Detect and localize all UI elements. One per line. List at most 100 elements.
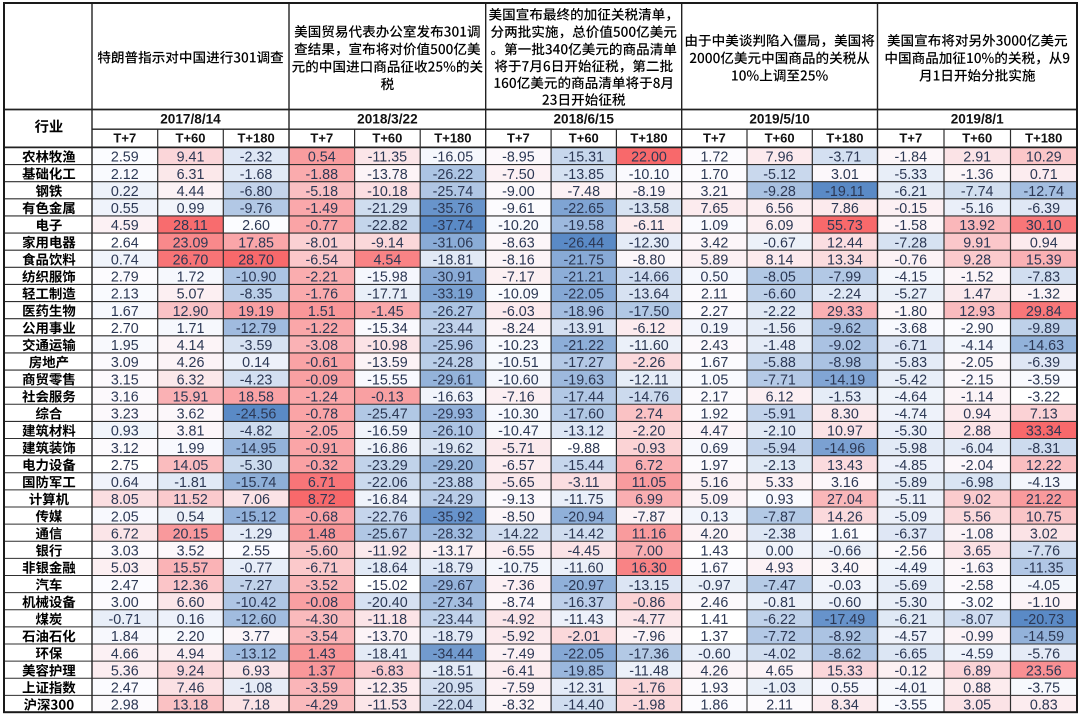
svg-text:0.83: 0.83 bbox=[1030, 698, 1058, 714]
svg-text:-9.14: -9.14 bbox=[371, 235, 404, 251]
svg-text:-15.31: -15.31 bbox=[564, 150, 605, 166]
svg-text:-8.50: -8.50 bbox=[502, 509, 535, 525]
svg-text:-8.98: -8.98 bbox=[829, 355, 862, 371]
svg-text:T+180: T+180 bbox=[826, 130, 863, 145]
svg-text:T+180: T+180 bbox=[1025, 130, 1062, 145]
svg-text:-0.76: -0.76 bbox=[895, 252, 928, 268]
svg-text:-1.76: -1.76 bbox=[633, 681, 666, 697]
svg-text:4.65: 4.65 bbox=[766, 663, 794, 679]
svg-text:2.46: 2.46 bbox=[700, 595, 728, 611]
svg-text:-18.81: -18.81 bbox=[433, 252, 474, 268]
svg-text:1.67: 1.67 bbox=[700, 355, 728, 371]
svg-text:2.11: 2.11 bbox=[766, 698, 793, 714]
svg-text:T+60: T+60 bbox=[569, 130, 599, 145]
svg-text:-4.77: -4.77 bbox=[633, 612, 666, 628]
svg-text:9.24: 9.24 bbox=[177, 663, 205, 679]
svg-text:-13.64: -13.64 bbox=[629, 287, 670, 303]
svg-text:7.13: 7.13 bbox=[1030, 407, 1058, 423]
svg-text:-1.81: -1.81 bbox=[174, 475, 207, 491]
svg-text:15.91: 15.91 bbox=[173, 389, 209, 405]
svg-text:-17.36: -17.36 bbox=[629, 646, 670, 662]
svg-text:-19.63: -19.63 bbox=[564, 372, 605, 388]
svg-text:3.21: 3.21 bbox=[700, 184, 728, 200]
svg-text:12.36: 12.36 bbox=[173, 578, 209, 594]
svg-text:-11.35: -11.35 bbox=[368, 150, 408, 166]
svg-text:9.28: 9.28 bbox=[963, 252, 991, 268]
svg-text:-0.71: -0.71 bbox=[109, 612, 142, 628]
svg-text:-9.02: -9.02 bbox=[829, 338, 862, 354]
svg-text:-2.01: -2.01 bbox=[568, 629, 601, 645]
svg-text:-18.79: -18.79 bbox=[433, 561, 474, 577]
svg-text:0.00: 0.00 bbox=[766, 544, 794, 560]
svg-text:-12.11: -12.11 bbox=[629, 372, 669, 388]
svg-text:-9.88: -9.88 bbox=[568, 441, 601, 457]
svg-text:2.70: 2.70 bbox=[111, 321, 139, 337]
svg-text:0.54: 0.54 bbox=[308, 150, 336, 166]
svg-text:2.60: 2.60 bbox=[242, 218, 270, 234]
svg-text:T+180: T+180 bbox=[434, 130, 471, 145]
svg-text:-6.37: -6.37 bbox=[895, 526, 928, 542]
svg-text:2.74: 2.74 bbox=[635, 407, 663, 423]
svg-text:-6.03: -6.03 bbox=[502, 304, 535, 320]
svg-text:-3.59: -3.59 bbox=[306, 681, 339, 697]
svg-text:1.93: 1.93 bbox=[700, 681, 728, 697]
svg-text:-11.92: -11.92 bbox=[368, 544, 408, 560]
svg-text:-3.55: -3.55 bbox=[895, 698, 928, 714]
svg-text:-22.05: -22.05 bbox=[564, 287, 605, 303]
svg-text:-6.22: -6.22 bbox=[763, 612, 796, 628]
svg-text:-15.74: -15.74 bbox=[236, 475, 277, 491]
svg-text:18.58: 18.58 bbox=[238, 389, 274, 405]
svg-text:2.98: 2.98 bbox=[111, 698, 139, 714]
svg-text:4.26: 4.26 bbox=[177, 355, 205, 371]
svg-text:-7.72: -7.72 bbox=[763, 629, 796, 645]
svg-text:-3.52: -3.52 bbox=[306, 578, 339, 594]
svg-text:-8.62: -8.62 bbox=[829, 646, 862, 662]
svg-text:3.03: 3.03 bbox=[111, 544, 139, 560]
svg-text:-0.77: -0.77 bbox=[306, 218, 339, 234]
svg-text:-6.21: -6.21 bbox=[895, 612, 928, 628]
svg-text:0.94: 0.94 bbox=[963, 407, 991, 423]
svg-text:-26.44: -26.44 bbox=[564, 235, 605, 251]
svg-text:-1.32: -1.32 bbox=[1028, 287, 1061, 303]
svg-text:-1.49: -1.49 bbox=[306, 201, 339, 217]
svg-text:-11.60: -11.60 bbox=[629, 338, 669, 354]
svg-text:13.18: 13.18 bbox=[173, 698, 209, 714]
svg-text:2.47: 2.47 bbox=[111, 578, 139, 594]
svg-text:-5.27: -5.27 bbox=[895, 287, 928, 303]
svg-text:-8.19: -8.19 bbox=[633, 184, 666, 200]
svg-text:-8.63: -8.63 bbox=[502, 235, 535, 251]
svg-text:-13.58: -13.58 bbox=[629, 201, 670, 217]
svg-text:-3.68: -3.68 bbox=[895, 321, 928, 337]
svg-text:23.09: 23.09 bbox=[173, 235, 209, 251]
svg-text:30.10: 30.10 bbox=[1026, 218, 1062, 234]
svg-text:12.22: 12.22 bbox=[1026, 458, 1062, 474]
svg-text:-0.08: -0.08 bbox=[306, 595, 339, 611]
svg-text:5.89: 5.89 bbox=[700, 252, 728, 268]
svg-text:-2.26: -2.26 bbox=[633, 355, 666, 371]
svg-text:-7.87: -7.87 bbox=[633, 509, 666, 525]
svg-text:0.94: 0.94 bbox=[1030, 235, 1058, 251]
svg-text:-23.44: -23.44 bbox=[433, 612, 474, 628]
svg-text:2019/5/10: 2019/5/10 bbox=[749, 112, 809, 127]
svg-text:3.15: 3.15 bbox=[111, 372, 139, 388]
svg-text:-2.56: -2.56 bbox=[895, 544, 928, 560]
svg-text:6.56: 6.56 bbox=[766, 201, 794, 217]
svg-text:-3.22: -3.22 bbox=[1028, 389, 1061, 405]
svg-text:-13.17: -13.17 bbox=[433, 544, 474, 560]
svg-text:-5.30: -5.30 bbox=[895, 595, 928, 611]
svg-text:-2.24: -2.24 bbox=[829, 287, 862, 303]
svg-text:-10.18: -10.18 bbox=[367, 184, 408, 200]
svg-text:-18.41: -18.41 bbox=[367, 646, 408, 662]
svg-text:-4.45: -4.45 bbox=[568, 544, 601, 560]
svg-text:2.17: 2.17 bbox=[700, 389, 728, 405]
svg-text:1.43: 1.43 bbox=[308, 646, 336, 662]
svg-text:8.05: 8.05 bbox=[111, 492, 139, 508]
svg-text:4.59: 4.59 bbox=[111, 218, 139, 234]
svg-text:-0.77: -0.77 bbox=[240, 561, 273, 577]
svg-text:-10.42: -10.42 bbox=[236, 595, 277, 611]
svg-text:9.41: 9.41 bbox=[177, 150, 205, 166]
svg-text:-35.76: -35.76 bbox=[433, 201, 474, 217]
svg-text:-10.98: -10.98 bbox=[367, 338, 408, 354]
svg-text:T+7: T+7 bbox=[507, 130, 530, 145]
svg-text:3.01: 3.01 bbox=[831, 167, 859, 183]
